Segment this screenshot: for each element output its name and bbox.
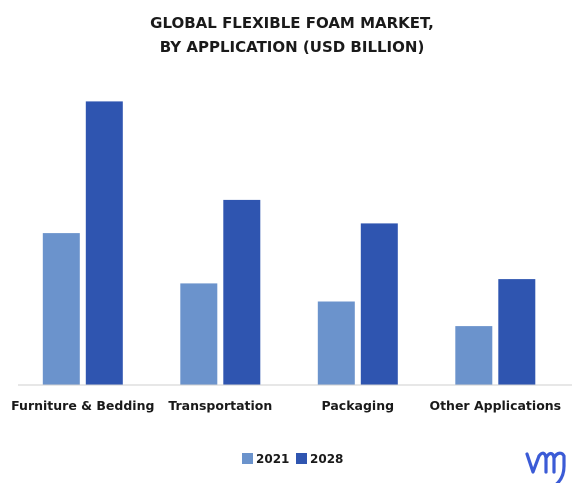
bar-2021-transportation (180, 283, 218, 385)
x-tick-label: Other Applications (429, 398, 561, 413)
bars-group (42, 101, 536, 386)
bar-2028-packaging (360, 223, 398, 385)
bar-2028-furniture-bedding (85, 101, 123, 386)
x-tick-label: Transportation (168, 398, 272, 413)
legend-label-2028: 2028 (310, 452, 343, 466)
vmr-logo (525, 451, 566, 483)
bar-2021-packaging (317, 301, 355, 385)
x-tick-label: Furniture & Bedding (11, 398, 154, 413)
bar-2021-furniture-bedding (42, 233, 80, 385)
chart-title-line-2: BY APPLICATION (USD BILLION) (160, 38, 425, 56)
legend-swatch-2021 (242, 453, 253, 464)
legend-label-2021: 2021 (256, 452, 289, 466)
legend: 2021 2028 (242, 452, 343, 466)
bar-2021-other-applications (455, 326, 493, 385)
bar-2028-transportation (223, 199, 261, 385)
bar-2028-other-applications (498, 279, 536, 385)
x-tick-label: Packaging (322, 398, 395, 413)
legend-swatch-2028 (296, 453, 307, 464)
chart-title-line-1: GLOBAL FLEXIBLE FOAM MARKET, (150, 14, 434, 32)
x-tick-labels: Furniture & Bedding Transportation Packagi… (11, 398, 561, 413)
chart-title: GLOBAL FLEXIBLE FOAM MARKET, BY APPLICAT… (150, 14, 434, 56)
vmr-logo-mark (525, 451, 566, 483)
